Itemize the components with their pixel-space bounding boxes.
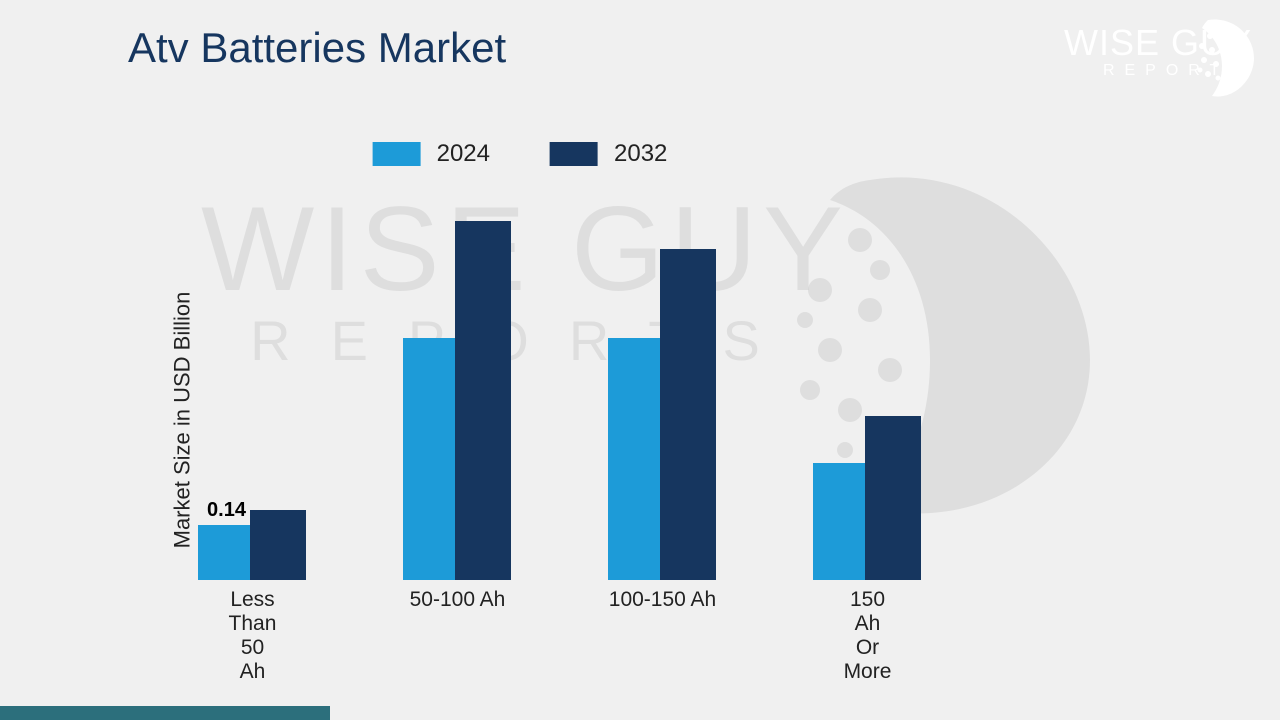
chart-title: Atv Batteries Market <box>128 24 506 72</box>
bar-2032 <box>250 510 306 580</box>
logo-head-icon <box>1188 16 1258 100</box>
chart-stage: WISE GUY REPORTS Atv Batteries Market WI… <box>0 0 1280 720</box>
legend: 2024 2032 <box>373 140 668 168</box>
legend-swatch-2032 <box>550 142 598 166</box>
bar-2032 <box>865 416 921 580</box>
bar-group: 50-100 Ah <box>367 190 547 580</box>
category-label: LessThan50Ah <box>162 580 342 685</box>
bar-2032 <box>660 249 716 581</box>
bar-2032 <box>455 221 511 580</box>
legend-item-2024: 2024 <box>373 140 490 168</box>
bar-2024 <box>403 338 459 580</box>
category-label: 100-150 Ah <box>572 580 752 612</box>
bar-group: 150AhOrMore <box>777 190 957 580</box>
legend-label-2024: 2024 <box>437 140 490 168</box>
bar-value-label: 0.14 <box>207 499 246 522</box>
category-label: 50-100 Ah <box>367 580 547 612</box>
bar-group: 0.14LessThan50Ah <box>162 190 342 580</box>
bar-groups: 0.14LessThan50Ah50-100 Ah100-150 Ah150Ah… <box>150 190 970 580</box>
bottom-strip <box>0 706 330 720</box>
logo: WISE GUY REPORTS <box>1064 22 1252 80</box>
bar-group: 100-150 Ah <box>572 190 752 580</box>
legend-label-2032: 2032 <box>614 140 667 168</box>
legend-swatch-2024 <box>373 142 421 166</box>
bar-2024: 0.14 <box>198 525 254 580</box>
bar-2024 <box>608 338 664 580</box>
category-label: 150AhOrMore <box>777 580 957 685</box>
legend-item-2032: 2032 <box>550 140 667 168</box>
chart-region: Market Size in USD Billion 2024 2032 0.1… <box>70 140 970 700</box>
bar-2024 <box>813 463 869 580</box>
plot-area: 0.14LessThan50Ah50-100 Ah100-150 Ah150Ah… <box>150 190 970 580</box>
